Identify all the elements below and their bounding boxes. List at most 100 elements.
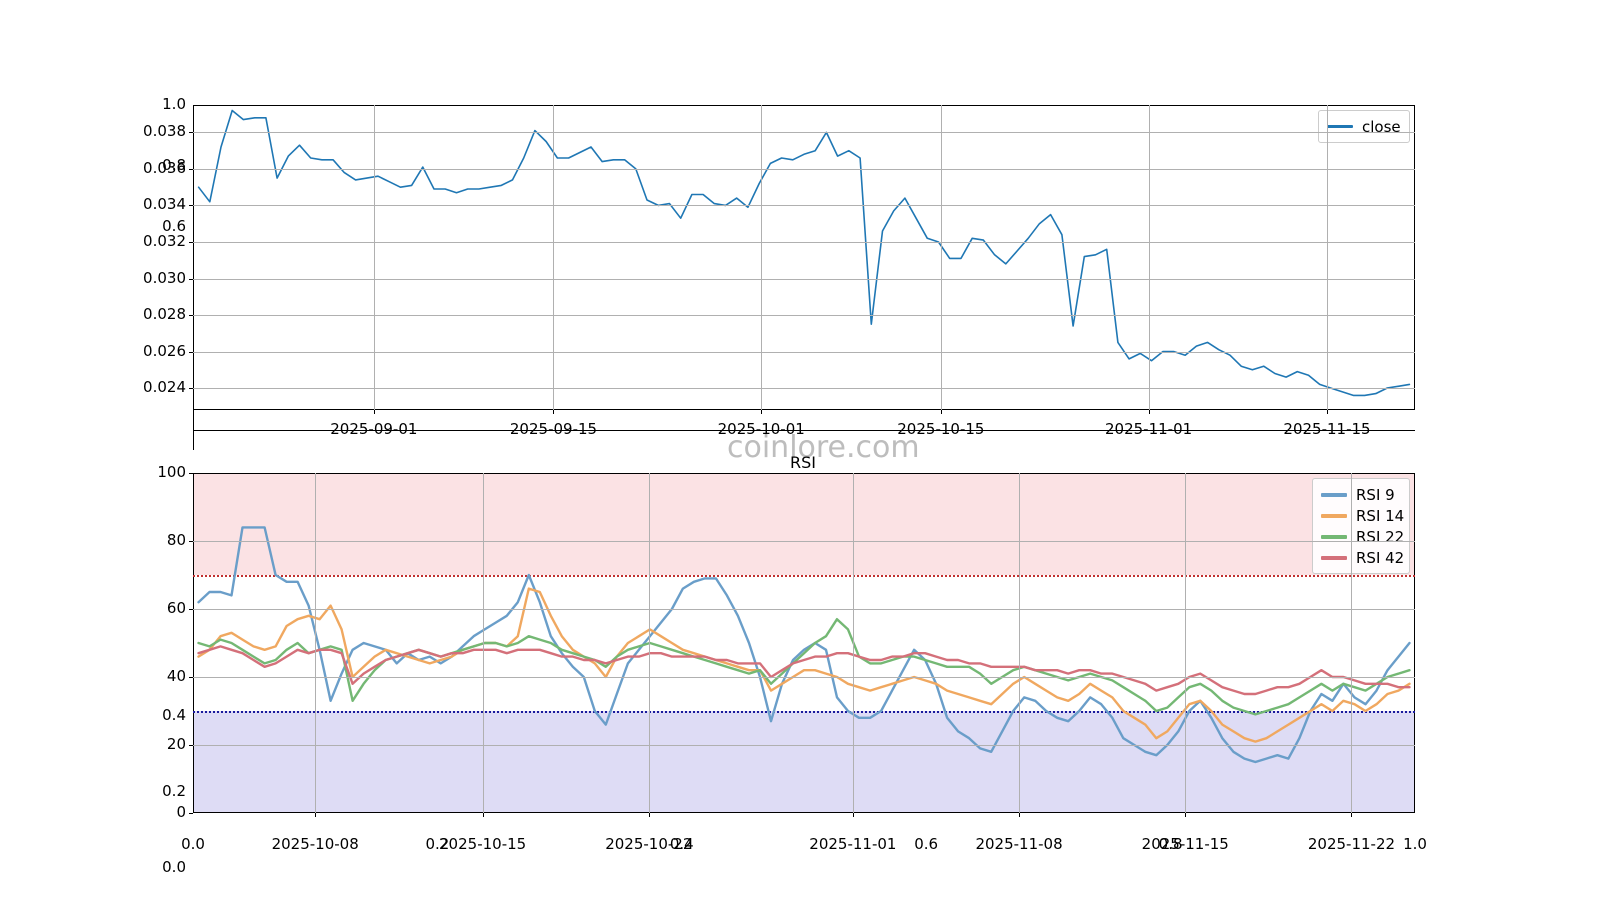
rsi-y-tick-mark (189, 473, 193, 474)
rsi-x-ghost-label: 0.6 (914, 835, 939, 853)
rsi-y-ghost-label: 0.2 (162, 782, 186, 800)
rsi-plot-area (193, 473, 1415, 813)
price-y-tick-label: 0.034 (143, 195, 186, 214)
rsi-gridline-h (193, 745, 1415, 746)
price-x-tick-mark (761, 410, 762, 414)
price-line-svg (197, 109, 1411, 397)
rsi-gridline-h (193, 541, 1415, 542)
rsi-y-tick-label: 20 (166, 735, 186, 753)
rsi-legend-item[interactable]: RSI 14 (1321, 505, 1405, 526)
price-x-tick-label: 2025-10-01 (717, 420, 805, 438)
rsi-gridline-v (315, 473, 316, 813)
rsi-gridline-v (1185, 473, 1186, 813)
price-y-ghost-label: 0.6 (162, 217, 186, 235)
price-gridline-v (374, 105, 375, 410)
price-y-tick-mark (189, 352, 193, 353)
legend-color-swatch-icon (1327, 125, 1353, 128)
rsi-x-ghost-label: 0.8 (1158, 835, 1183, 853)
price-plot-area (193, 105, 1415, 410)
price-gridline-h (193, 352, 1415, 353)
rsi-legend-label: RSI 14 (1356, 506, 1405, 525)
rsi-x-ghost-label: 0.4 (669, 835, 694, 853)
price-y-tick-label: 0.036 (143, 158, 186, 177)
price-x-tick-label: 2025-11-15 (1283, 420, 1371, 438)
rsi-gridline-v (483, 473, 484, 813)
price-x-tick-label: 2025-11-01 (1105, 420, 1193, 438)
price-x-tick-mark (1149, 410, 1150, 414)
rsi-y-tick-label: 60 (166, 599, 186, 617)
price-y-ghost-label: 0.8 (162, 156, 186, 174)
price-x-tick-mark (1327, 410, 1328, 414)
price-gridline-h (193, 388, 1415, 389)
rsi-x-tick-label: 2025-11-22 (1307, 835, 1396, 853)
rsi-gridline-h (193, 677, 1415, 678)
rsi-x-tick-mark (1185, 813, 1186, 817)
price-panel: 0.038 0.036 0.034 0.032 0.030 0.028 0.026 0.024… (0, 0, 1600, 450)
rsi-panel: 100 80 60 40 20 0 0.4 0.2 0.0 2025-10-08 2025-10… (0, 445, 1600, 900)
rsi-y-ghost-label: 0.0 (162, 858, 186, 876)
rsi-legend-label: RSI 22 (1356, 527, 1405, 546)
price-gridline-h (193, 279, 1415, 280)
oversold-threshold-line (193, 711, 1415, 713)
rsi-panel-title: RSI (790, 453, 816, 472)
rsi-x-tick-mark (649, 813, 650, 817)
watermark: coinlore.com (727, 430, 920, 465)
price-gridline-h (193, 315, 1415, 316)
overbought-band (193, 473, 1415, 575)
price-y-tick-label: 0.026 (143, 341, 186, 360)
price-x-tick-mark (941, 410, 942, 414)
price-gridline-v (1327, 105, 1328, 410)
rsi-y-tick-mark (189, 813, 193, 814)
price-y-tick-mark (189, 205, 193, 206)
rsi-x-ghost-label: 1.0 (1403, 835, 1427, 853)
rsi-gridline-v (853, 473, 854, 813)
price-gridline-v (761, 105, 762, 410)
price-y-tick-label: 0.032 (143, 231, 186, 250)
rsi-gridline-v (1019, 473, 1020, 813)
rsi-y-tick-mark (189, 541, 193, 542)
rsi-x-tick-mark (1351, 813, 1352, 817)
rsi-gridline-v (1351, 473, 1352, 813)
overbought-threshold-line (193, 575, 1415, 577)
rsi-legend-label: RSI 9 (1356, 485, 1395, 504)
rsi-y-tick-mark (189, 677, 193, 678)
price-legend-item[interactable]: close (1327, 116, 1401, 137)
rsi-x-tick-mark (315, 813, 316, 817)
rsi-legend-item[interactable]: RSI 22 (1321, 526, 1405, 547)
rsi-y-ghost-label: 0.4 (162, 706, 186, 724)
rsi-x-tick-label: 2025-10-15 (439, 835, 527, 853)
price-y-tick-mark (189, 279, 193, 280)
rsi-legend[interactable]: RSI 9 RSI 14 RSI 22 RSI 42 (1312, 478, 1410, 574)
legend-color-swatch-icon (1321, 492, 1347, 497)
oversold-band (193, 711, 1415, 813)
price-x-tick-label: 2025-10-15 (897, 420, 985, 438)
rsi-x-tick-mark (1019, 813, 1020, 817)
legend-color-swatch-icon (1321, 534, 1347, 539)
price-gridline-h (193, 242, 1415, 243)
price-y-ghost-label: 1.0 (162, 95, 186, 113)
rsi-x-tick-label: 2025-11-01 (809, 835, 897, 853)
rsi-legend-item[interactable]: RSI 42 (1321, 547, 1404, 568)
price-y-tick-mark (189, 388, 193, 389)
price-x-tick-label: 2025-09-01 (330, 420, 418, 438)
price-y-tick-mark (189, 132, 193, 133)
legend-color-swatch-icon (1321, 555, 1347, 560)
rsi-x-ghost-label: 0.2 (425, 835, 450, 853)
rsi-gridline-h (193, 609, 1415, 610)
rsi-x-ghost-label: 0.0 (181, 835, 205, 853)
price-y-tick-label: 0.028 (143, 305, 186, 324)
rsi-x-tick-mark (853, 813, 854, 817)
price-y-tick-label: 0.024 (143, 378, 186, 397)
rsi-y-tick-label: 40 (166, 667, 186, 685)
price-gridline-h (193, 132, 1415, 133)
rsi-y-tick-label: 0 (176, 803, 186, 821)
rsi-legend-item[interactable]: RSI 9 (1321, 484, 1401, 505)
price-legend[interactable]: close (1318, 110, 1410, 143)
rsi-x-tick-label: 2025-11-08 (975, 835, 1063, 853)
rsi-x-tick-mark (483, 813, 484, 817)
price-gridline-v (1149, 105, 1150, 410)
price-legend-label: close (1362, 117, 1401, 136)
rsi-gridline-v (649, 473, 650, 813)
rsi-x-tick-label: 2025-10-22 (605, 835, 693, 853)
